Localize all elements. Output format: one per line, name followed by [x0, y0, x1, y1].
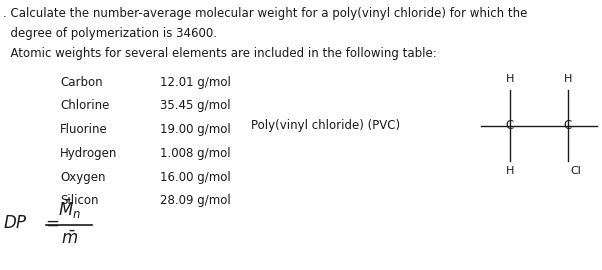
Text: H: H: [563, 74, 572, 84]
Text: Cl: Cl: [571, 166, 582, 176]
Text: . Calculate the number-average molecular weight for a poly(vinyl chloride) for w: . Calculate the number-average molecular…: [3, 7, 527, 20]
Text: $DP$: $DP$: [3, 214, 28, 232]
Text: $\bar{m}$: $\bar{m}$: [61, 230, 78, 248]
Text: degree of polymerization is 34600.: degree of polymerization is 34600.: [3, 27, 217, 40]
Text: Hydrogen: Hydrogen: [60, 147, 117, 160]
Text: C: C: [563, 119, 572, 132]
Text: Atomic weights for several elements are included in the following table:: Atomic weights for several elements are …: [3, 47, 437, 60]
Text: Chlorine: Chlorine: [60, 99, 110, 112]
Text: Fluorine: Fluorine: [60, 123, 108, 136]
Text: $=$: $=$: [42, 214, 60, 232]
Text: $\bar{M}_n$: $\bar{M}_n$: [58, 198, 81, 221]
Text: Carbon: Carbon: [60, 76, 103, 89]
Text: 12.01 g/mol: 12.01 g/mol: [160, 76, 231, 89]
Text: Silicon: Silicon: [60, 194, 99, 207]
Text: C: C: [506, 119, 514, 132]
Text: H: H: [506, 74, 514, 84]
Text: 16.00 g/mol: 16.00 g/mol: [160, 171, 231, 184]
Text: 1.008 g/mol: 1.008 g/mol: [160, 147, 230, 160]
Text: 19.00 g/mol: 19.00 g/mol: [160, 123, 231, 136]
Text: 35.45 g/mol: 35.45 g/mol: [160, 99, 230, 112]
Text: Poly(vinyl chloride) (PVC): Poly(vinyl chloride) (PVC): [250, 119, 400, 132]
Text: H: H: [506, 166, 514, 176]
Text: Oxygen: Oxygen: [60, 171, 106, 184]
Text: 28.09 g/mol: 28.09 g/mol: [160, 194, 231, 207]
